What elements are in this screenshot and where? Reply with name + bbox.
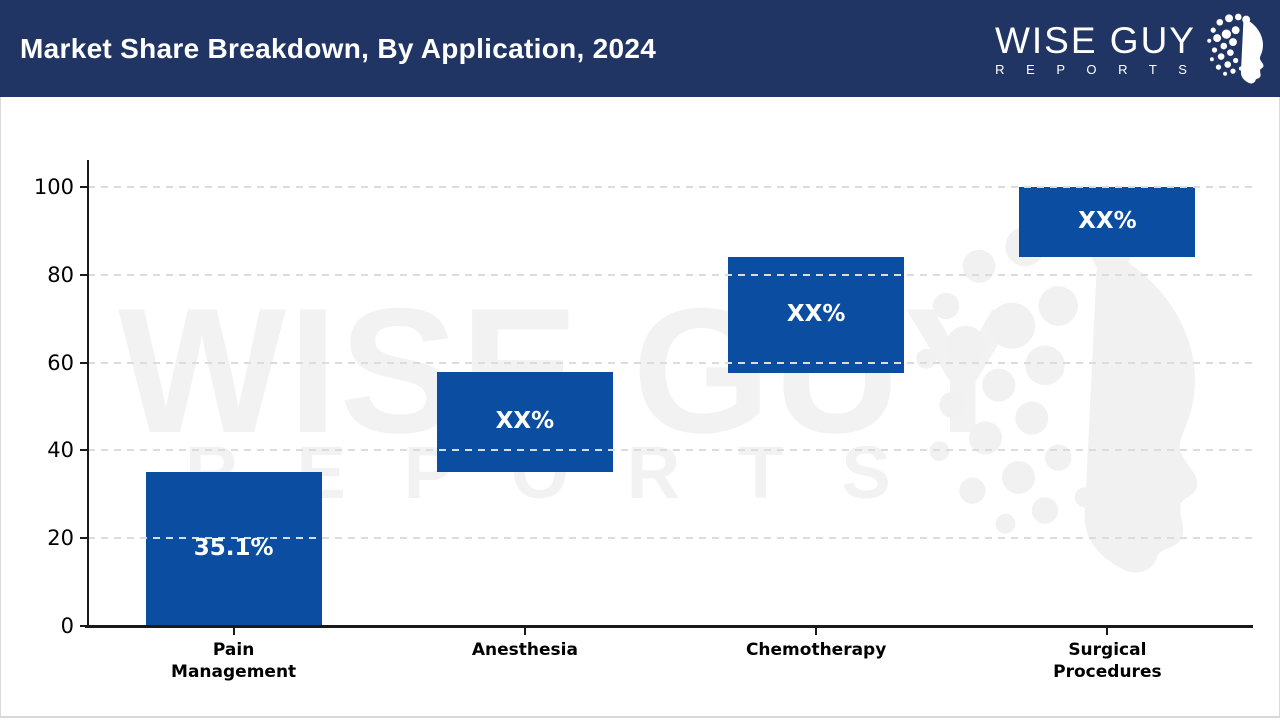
x-axis-tick	[523, 628, 526, 635]
logo-name: WISE GUY	[994, 20, 1196, 61]
bar-value-label: XX%	[495, 407, 555, 434]
y-tick-label: 100	[33, 175, 74, 199]
x-category-label: Pain Management	[171, 640, 297, 682]
y-axis-line	[87, 160, 89, 627]
y-tick-label: 0	[60, 614, 74, 638]
wise-guy-logo: WISE GUY R E P O R T S	[995, 8, 1266, 90]
x-category-label: Anesthesia	[471, 640, 578, 660]
frame-border-left	[0, 97, 1, 717]
y-axis-tick	[80, 361, 88, 364]
y-axis-tick	[80, 537, 88, 540]
bar-value-label: 35.1%	[193, 534, 274, 561]
x-category-label: Chemotherapy	[745, 640, 887, 660]
y-axis-tick	[80, 449, 88, 452]
gridline	[88, 361, 1253, 364]
chart-title: Market Share Breakdown, By Application, …	[20, 33, 657, 64]
y-axis-tick	[80, 273, 88, 276]
logo-text: WISE GUY R E P O R T S	[994, 20, 1196, 78]
watermark-face-icon	[916, 223, 1198, 573]
bar-value-label: XX%	[1078, 207, 1137, 234]
bar-anesthesia	[436, 371, 613, 472]
x-axis-tick	[232, 628, 235, 635]
x-axis-tick	[1106, 628, 1109, 635]
logo-face-icon	[1207, 13, 1264, 84]
y-tick-label: 80	[47, 262, 74, 287]
logo-subtitle: R E P O R T S	[995, 62, 1196, 77]
gridline	[88, 273, 1253, 276]
gridline	[88, 186, 1253, 188]
gridline	[88, 537, 1253, 540]
bar-value-label: XX%	[786, 300, 846, 327]
y-tick-label: 60	[47, 350, 74, 375]
gridline	[88, 449, 1253, 452]
y-tick-label: 20	[47, 526, 74, 551]
bar-chemotherapy	[728, 256, 905, 373]
x-axis-tick	[815, 628, 818, 635]
frame-border-bottom	[0, 716, 1280, 718]
y-tick-label: 40	[47, 438, 74, 463]
x-category-label: Surgical Procedures	[1053, 640, 1162, 682]
bar-surgical-procedures	[1019, 187, 1196, 257]
x-axis-line	[85, 625, 1253, 628]
header-bar: Market Share Breakdown, By Application, …	[0, 0, 1280, 97]
y-axis-tick	[80, 186, 88, 188]
y-axis-tick	[80, 625, 88, 627]
bar-pain-management	[145, 471, 322, 626]
